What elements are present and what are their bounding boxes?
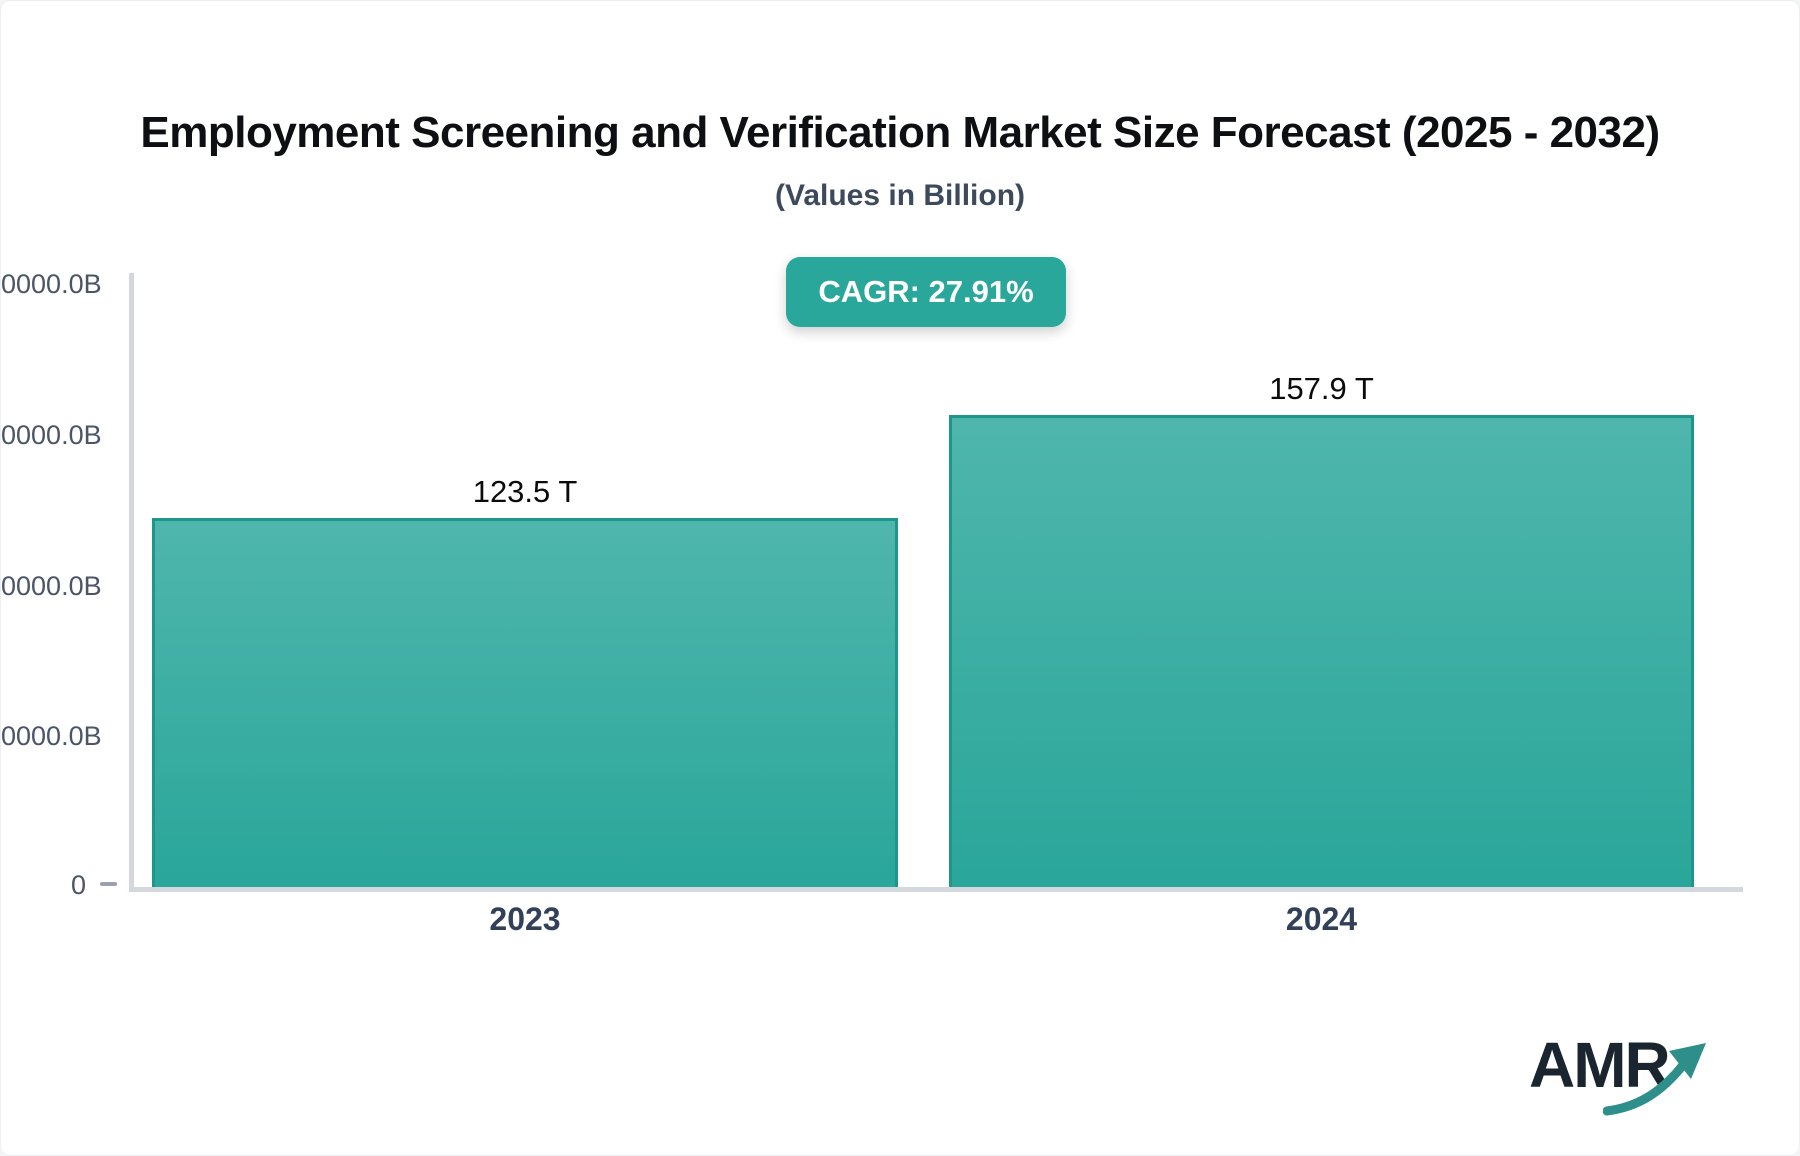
y-tick-label: 0000.0B [1, 420, 102, 450]
y-tick-label: 0000.0B [1, 269, 102, 299]
bar-2024[interactable] [949, 415, 1694, 887]
amr-logo: AMR [1529, 1033, 1719, 1123]
cagr-badge: CAGR: 27.91% [786, 257, 1066, 327]
amr-logo-text: AMR [1529, 1029, 1671, 1101]
y-axis-line [129, 273, 134, 892]
x-axis-label-2024: 2024 [1285, 901, 1358, 937]
chart-title: Employment Screening and Verification Ma… [140, 108, 1660, 157]
y-tick-label-zero: 0 [70, 870, 86, 900]
bar-value-label-2023: 123.5 T [472, 474, 578, 509]
bar-value-label-2024: 157.9 T [1269, 371, 1374, 406]
x-axis-label-2023: 2023 [489, 901, 561, 937]
x-axis-line [129, 887, 1743, 892]
bar-2023[interactable] [152, 518, 898, 887]
y-tick-label: 0000.0B [1, 721, 102, 751]
y-tick-label: 0000.0B [1, 571, 102, 601]
chart-subtitle: (Values in Billion) [774, 179, 1026, 212]
zero-tick-mark [100, 882, 117, 886]
growth-arrow-icon [1603, 1043, 1706, 1116]
